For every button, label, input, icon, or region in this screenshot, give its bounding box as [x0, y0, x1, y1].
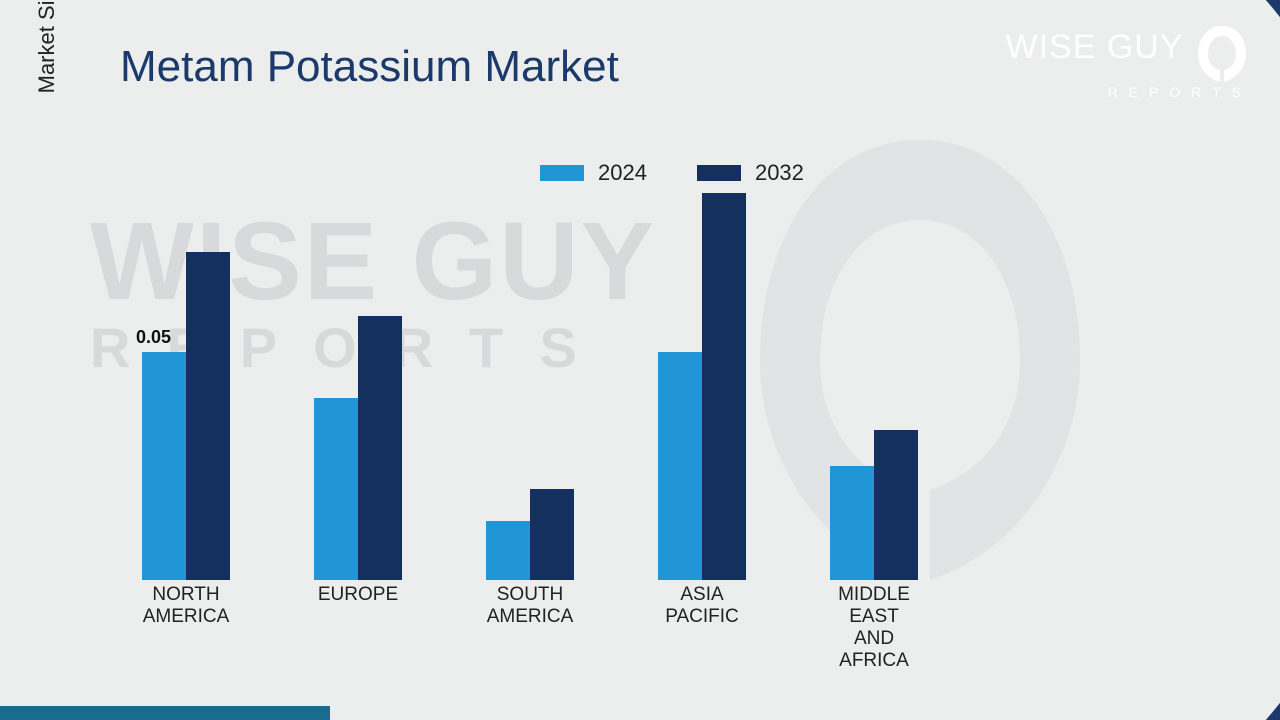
x-axis-labels: NORTHAMERICAEUROPESOUTHAMERICAASIAPACIFI… [100, 584, 960, 671]
bar-2032 [874, 430, 918, 580]
bar-value-label: 0.05 [136, 327, 171, 348]
x-axis-label: EUROPE [272, 584, 444, 671]
y-axis-label: Market Size in USD Billion [34, 0, 60, 170]
logo-line1: WISE GUY [1006, 28, 1184, 66]
bar-group: 0.05 [100, 170, 272, 580]
chart-plot-area: 0.05 [100, 170, 960, 580]
legend-item-2032: 2032 [697, 160, 804, 186]
bar-2032 [358, 316, 402, 580]
bar-group [272, 170, 444, 580]
bar-2024 [314, 398, 358, 580]
bar-2024 [830, 466, 874, 580]
x-axis-label: ASIAPACIFIC [616, 584, 788, 671]
x-axis-label: SOUTHAMERICA [444, 584, 616, 671]
legend-swatch-2024 [540, 165, 584, 181]
bottom-accent-strip [0, 706, 330, 720]
brand-logo: WISE GUY REPORTS [1006, 22, 1252, 100]
bar-2024 [658, 352, 702, 580]
legend-label-2032: 2032 [755, 160, 804, 186]
bar-2024 [142, 352, 186, 580]
x-axis-label: MIDDLEEASTANDAFRICA [788, 584, 960, 671]
bar-2032 [530, 489, 574, 580]
bar-group [444, 170, 616, 580]
bar-2024 [486, 521, 530, 580]
bar-2032 [702, 193, 746, 580]
legend-item-2024: 2024 [540, 160, 647, 186]
bar-group [616, 170, 788, 580]
logo-head-icon [1192, 22, 1252, 86]
legend-label-2024: 2024 [598, 160, 647, 186]
chart-title: Metam Potassium Market [120, 42, 619, 92]
logo-line2: REPORTS [1006, 84, 1252, 100]
legend-swatch-2032 [697, 165, 741, 181]
page-root: WISE GUY REPORTS Metam Potassi [0, 0, 1280, 720]
bar-group [788, 170, 960, 580]
bar-2032 [186, 252, 230, 580]
x-axis-label: NORTHAMERICA [100, 584, 272, 671]
chart-legend: 2024 2032 [540, 160, 804, 186]
